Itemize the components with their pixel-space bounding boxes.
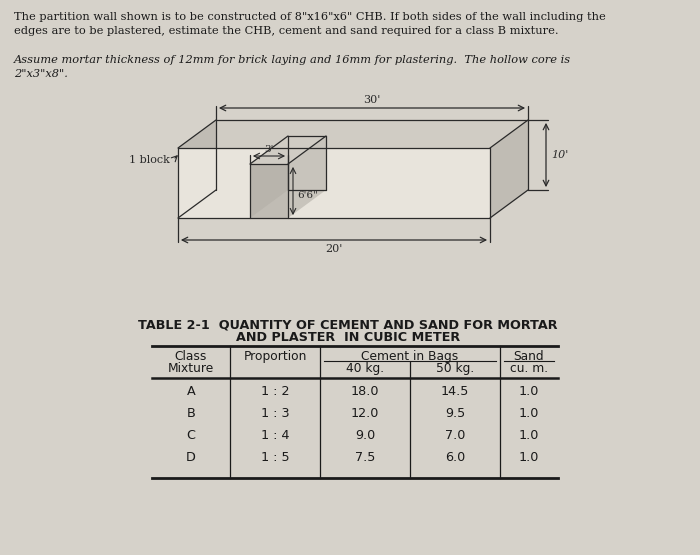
Text: 1.0: 1.0 (519, 407, 539, 420)
Text: 9.5: 9.5 (445, 407, 465, 420)
Polygon shape (250, 164, 288, 218)
Text: 1.0: 1.0 (519, 385, 539, 398)
Text: Cement in Bags: Cement in Bags (361, 350, 458, 363)
Text: 40 kg.: 40 kg. (346, 362, 384, 375)
Text: 1 : 5: 1 : 5 (260, 451, 289, 464)
Polygon shape (178, 120, 216, 218)
Text: 50 kg.: 50 kg. (436, 362, 474, 375)
Text: 18.0: 18.0 (351, 385, 379, 398)
Text: 20': 20' (326, 244, 343, 254)
Text: 1 : 2: 1 : 2 (260, 385, 289, 398)
Text: cu. m.: cu. m. (510, 362, 548, 375)
Text: B: B (187, 407, 195, 420)
Text: AND PLASTER  IN CUBIC METER: AND PLASTER IN CUBIC METER (236, 331, 460, 344)
Text: 1 : 4: 1 : 4 (260, 429, 289, 442)
Text: Sand: Sand (514, 350, 545, 363)
Text: Assume mortar thickness of 12mm for brick laying and 16mm for plastering.  The h: Assume mortar thickness of 12mm for bric… (14, 55, 571, 79)
Polygon shape (178, 148, 250, 218)
Text: 14.5: 14.5 (441, 385, 469, 398)
Text: 1 block: 1 block (129, 155, 170, 165)
Text: 3': 3' (265, 145, 274, 154)
Text: 10': 10' (551, 150, 568, 160)
Text: D: D (186, 451, 196, 464)
Text: 6.0: 6.0 (445, 451, 465, 464)
Polygon shape (288, 148, 490, 218)
Text: TABLE 2-1  QUANTITY OF CEMENT AND SAND FOR MORTAR: TABLE 2-1 QUANTITY OF CEMENT AND SAND FO… (139, 318, 558, 331)
Text: 1 : 3: 1 : 3 (260, 407, 289, 420)
Polygon shape (490, 120, 528, 218)
Text: 7.5: 7.5 (355, 451, 375, 464)
Text: 12.0: 12.0 (351, 407, 379, 420)
Polygon shape (250, 136, 288, 218)
Text: 9.0: 9.0 (355, 429, 375, 442)
Text: 1.0: 1.0 (519, 429, 539, 442)
Polygon shape (288, 136, 326, 218)
Text: C: C (186, 429, 195, 442)
Polygon shape (178, 120, 528, 148)
Text: 6'6": 6'6" (297, 191, 318, 200)
Text: 1.0: 1.0 (519, 451, 539, 464)
Text: 7.0: 7.0 (444, 429, 466, 442)
Polygon shape (250, 136, 326, 164)
Text: 30': 30' (363, 95, 381, 105)
Text: The partition wall shown is to be constructed of 8"x16"x6" CHB. If both sides of: The partition wall shown is to be constr… (14, 12, 606, 37)
Text: Class: Class (175, 350, 207, 363)
Text: Proportion: Proportion (244, 350, 307, 363)
Text: Mixture: Mixture (168, 362, 214, 375)
Polygon shape (178, 148, 490, 164)
Text: A: A (187, 385, 195, 398)
